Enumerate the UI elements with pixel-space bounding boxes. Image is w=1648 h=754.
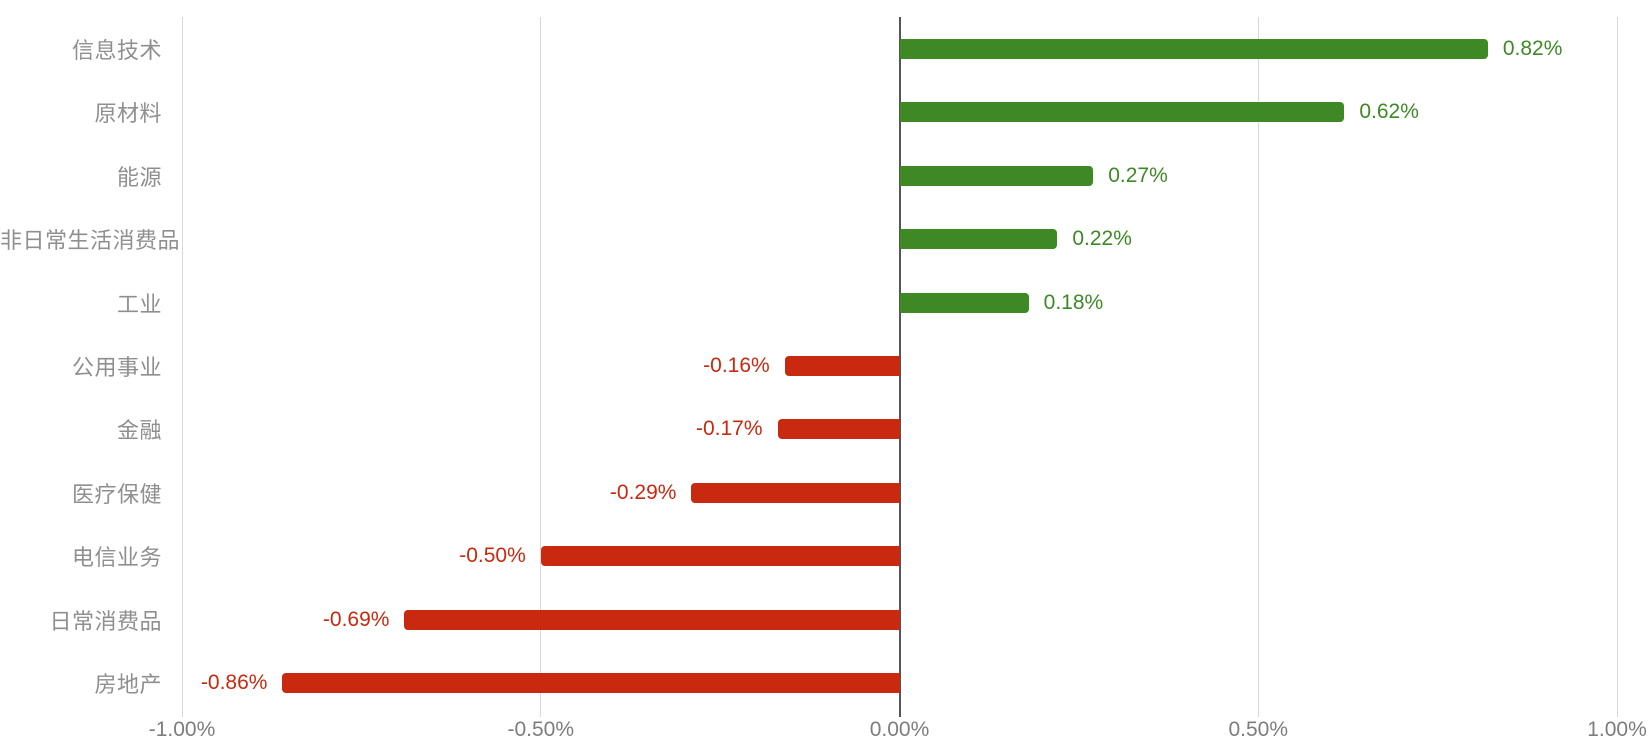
x-tick-label: -0.50% xyxy=(507,718,575,741)
value-label: -0.16% xyxy=(703,354,770,377)
category-label: 非日常生活消费品 xyxy=(0,228,181,254)
plot-area: 0.82% 0.62% 0.27% 0.22% 0.18% -0.16% -0.17% -0.… xyxy=(181,17,1618,717)
value-label: 0.27% xyxy=(1108,163,1168,187)
x-axis: -1.00% -0.50% 0.00% 0.50% 1.00% xyxy=(149,718,1647,748)
category-axis: 信息技术原材料能源非日常生活消费品工业公用事业金融医疗保健电信业务日常消费品房地… xyxy=(0,17,181,715)
category-label: 信息技术 xyxy=(71,37,162,63)
category-label: 医疗保健 xyxy=(71,481,162,507)
bar-negative xyxy=(691,482,900,503)
bar-negative xyxy=(777,419,900,440)
bar-negative xyxy=(540,546,900,567)
category-label: 电信业务 xyxy=(71,545,162,571)
bar-negative xyxy=(404,609,900,630)
category-label: 工业 xyxy=(116,291,162,317)
value-label: -0.17% xyxy=(695,417,763,441)
value-label: 0.62% xyxy=(1359,100,1419,124)
gridline xyxy=(1257,17,1259,717)
x-tick-label: 1.00% xyxy=(1587,718,1647,741)
category-label: 公用事业 xyxy=(71,355,162,380)
bar-positive xyxy=(899,38,1488,59)
bar-positive xyxy=(899,229,1058,250)
category-label: 房地产 xyxy=(94,672,162,698)
bar-negative xyxy=(282,673,900,694)
bar-positive xyxy=(899,165,1094,186)
value-label: 0.18% xyxy=(1043,290,1104,314)
gridline xyxy=(181,17,183,717)
gridline xyxy=(540,17,542,717)
value-label: 0.82% xyxy=(1502,36,1563,60)
x-tick-label: 0.00% xyxy=(869,718,930,741)
bar-negative xyxy=(784,356,900,376)
x-tick-label: 0.50% xyxy=(1228,718,1289,741)
value-label: -0.69% xyxy=(322,607,390,631)
gridline xyxy=(1616,17,1618,717)
value-label: -0.86% xyxy=(200,671,268,695)
x-tick-label: -1.00% xyxy=(148,718,216,741)
zero-axis-line xyxy=(898,17,901,717)
category-label: 能源 xyxy=(116,164,162,190)
bar-positive xyxy=(899,292,1029,313)
category-label: 日常消费品 xyxy=(49,608,162,634)
bar-positive xyxy=(899,102,1345,123)
value-label: -0.29% xyxy=(609,480,677,504)
category-label: 金融 xyxy=(116,418,162,444)
category-label: 原材料 xyxy=(94,101,162,127)
value-label: -0.50% xyxy=(459,544,526,568)
value-label: 0.22% xyxy=(1072,227,1132,251)
